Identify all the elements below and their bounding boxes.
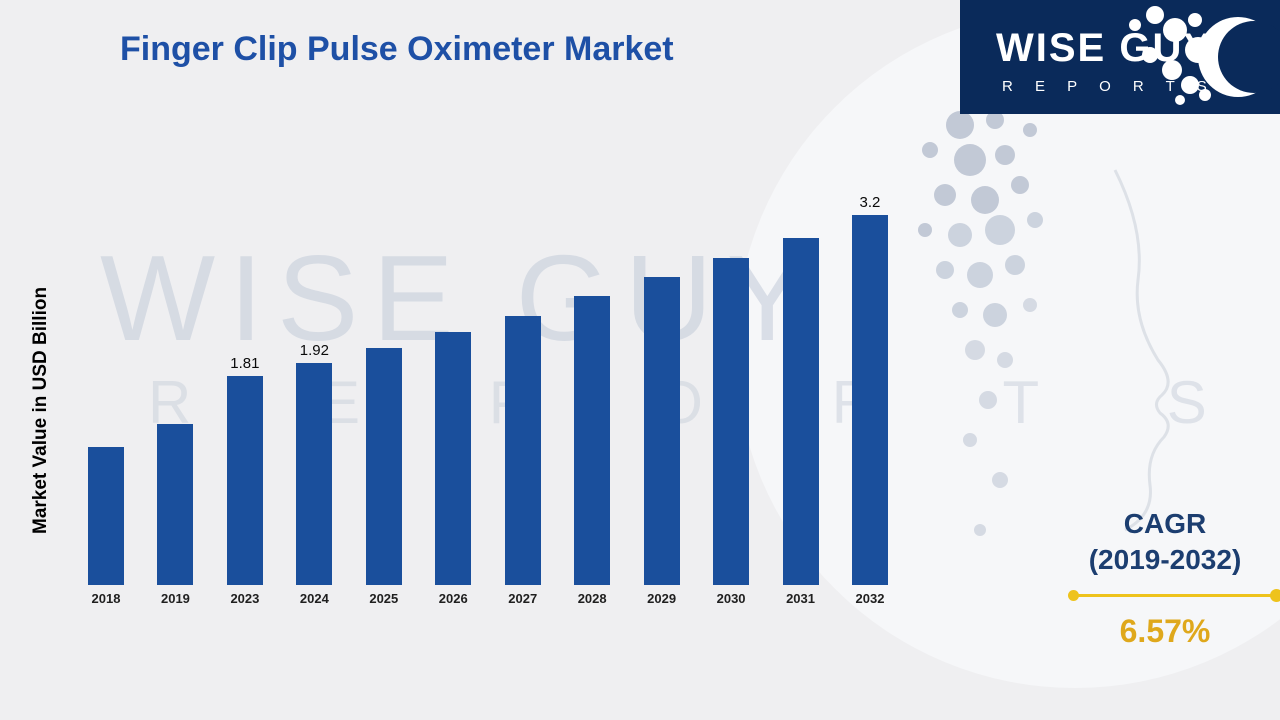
cagr-range: (2019-2032)	[1088, 544, 1242, 575]
bar-value-label: 1.81	[230, 355, 260, 372]
logo-face-dots-icon	[1129, 6, 1280, 105]
bar-value-label: 3.2	[859, 194, 881, 211]
bar	[782, 238, 819, 585]
bar-column: 2027	[499, 316, 547, 606]
x-axis-tick-label: 2032	[855, 591, 885, 606]
x-axis-tick-label: 2028	[577, 591, 607, 606]
bar-column: 2028	[568, 296, 616, 606]
bar-chart: 2018 2019 1.81 2023 1.92 2024 2025 2026 2027 2028…	[82, 194, 894, 606]
bar-column: 2018	[82, 447, 130, 606]
x-axis-tick-label: 2025	[369, 591, 399, 606]
bar-value-label: 1.92	[299, 342, 329, 359]
cagr-panel: CAGR (2019-2032) 6.57%	[1050, 508, 1280, 650]
bar	[574, 296, 611, 585]
bar	[435, 332, 472, 585]
bar	[713, 258, 750, 585]
bar-column: 2029	[638, 277, 686, 606]
bar-column: 2031	[777, 238, 825, 606]
chart-title: Finger Clip Pulse Oximeter Market	[120, 30, 674, 68]
bar	[296, 363, 333, 585]
x-axis-tick-label: 2019	[160, 591, 190, 606]
x-axis-tick-label: 2031	[786, 591, 815, 606]
x-axis-tick-label: 2026	[438, 591, 468, 606]
bar-column: 2026	[429, 332, 477, 606]
x-axis-tick-label: 2018	[91, 591, 121, 606]
bar	[226, 376, 263, 585]
face-dots-decoration	[918, 111, 1170, 536]
bar-column: 3.2 2032	[846, 194, 894, 606]
bar	[157, 424, 194, 585]
x-axis-tick-label: 2030	[716, 591, 746, 606]
y-axis-label: Market Value in USD Billion	[30, 286, 51, 535]
x-axis-tick-label: 2023	[230, 591, 260, 606]
bar	[851, 215, 888, 585]
x-axis-tick-label: 2029	[647, 591, 677, 606]
bar	[643, 277, 680, 585]
logo-subtext: R E P O R T S	[1002, 78, 1216, 95]
cagr-value: 6.57%	[1119, 613, 1211, 649]
bar	[88, 447, 124, 585]
bar-column: 2019	[151, 424, 199, 606]
bar-column: 1.92 2024	[290, 342, 338, 606]
face-profile-outline	[1113, 169, 1170, 532]
background-face-circle	[735, 8, 1280, 688]
bar	[504, 316, 541, 585]
bar	[365, 348, 402, 585]
cagr-label: CAGR	[1123, 508, 1207, 539]
wiseguy-logo: WISE GUY R E P O R T S	[960, 0, 1280, 114]
x-axis-tick-label: 2024	[299, 591, 329, 606]
bar-column: 1.81 2023	[221, 355, 269, 606]
bar-column: 2030	[707, 258, 755, 606]
cagr-underline-accent	[1068, 589, 1280, 602]
x-axis-tick-label: 2027	[508, 591, 538, 606]
bar-column: 2025	[360, 348, 408, 606]
